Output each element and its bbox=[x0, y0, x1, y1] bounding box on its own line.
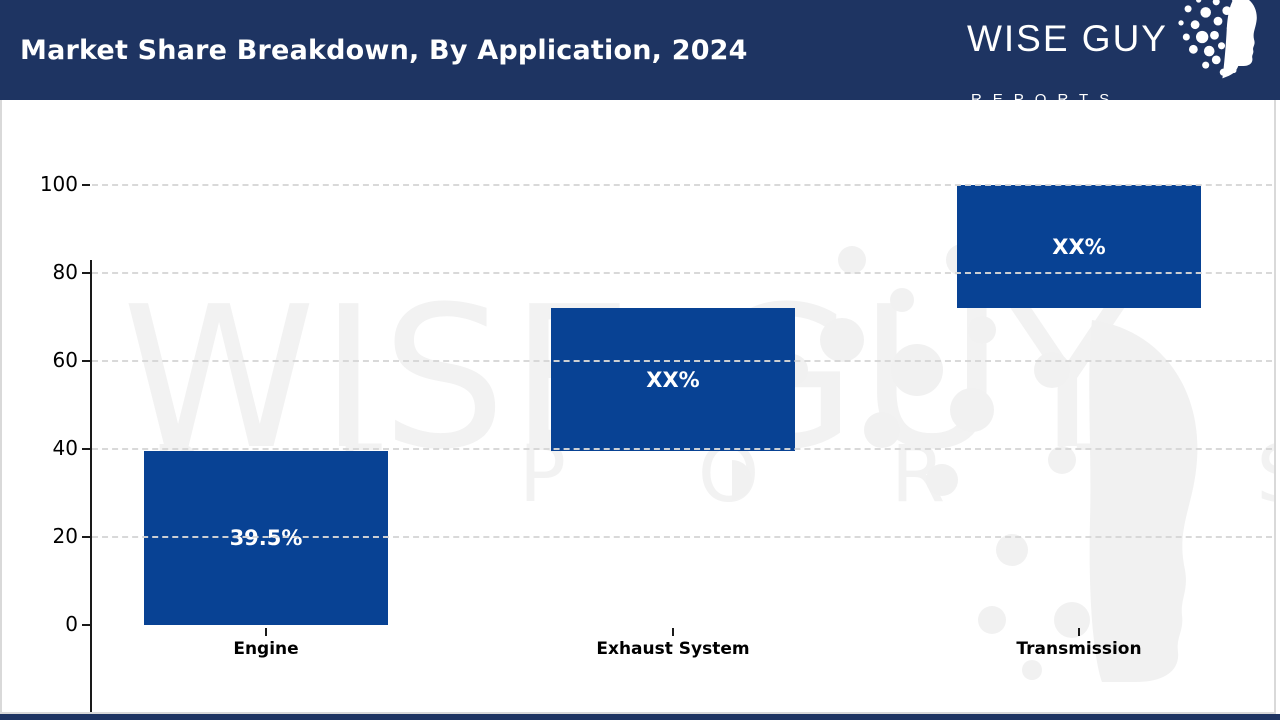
header-bar: Market Share Breakdown, By Application, … bbox=[0, 0, 1280, 108]
y-tick-mark bbox=[82, 184, 90, 186]
y-tick-mark bbox=[82, 624, 90, 626]
y-tick-label: 100 bbox=[39, 172, 78, 196]
bar-value-label: XX% bbox=[1052, 234, 1106, 259]
bar-value-label: 39.5% bbox=[229, 526, 303, 551]
page-title: Market Share Breakdown, By Application, … bbox=[20, 34, 748, 66]
gridline-y-60 bbox=[92, 360, 1272, 362]
gridline-y-40 bbox=[92, 448, 1272, 450]
wise-guy-reports-logo: WISE GUY REPORTS bbox=[967, 0, 1262, 108]
gridline-y-20 bbox=[92, 536, 1272, 538]
x-tick-mark bbox=[265, 628, 267, 636]
logo-subtext: REPORTS bbox=[970, 90, 1121, 108]
y-tick-mark bbox=[82, 360, 90, 362]
y-tick-label: 20 bbox=[52, 524, 78, 548]
logo-wordmark: WISE GUY bbox=[966, 18, 1168, 59]
chart-canvas: WISE GUY R E P O R T S 0 20 40 60 80 100 39.5%… bbox=[0, 100, 1276, 714]
x-category-label: Engine bbox=[233, 639, 299, 659]
x-category-label: Transmission bbox=[1016, 639, 1142, 659]
bar-transmission[interactable]: XX% bbox=[957, 185, 1201, 309]
y-tick-label: 80 bbox=[52, 260, 78, 284]
bar-exhaust-system[interactable]: XX% bbox=[551, 308, 795, 452]
y-tick-label: 0 bbox=[65, 612, 78, 636]
bar-value-label: XX% bbox=[646, 367, 700, 392]
bar-engine[interactable]: 39.5% bbox=[144, 451, 388, 625]
y-tick-mark bbox=[82, 272, 90, 274]
gridline-y-80 bbox=[92, 272, 1272, 274]
y-tick-mark bbox=[82, 448, 90, 450]
y-axis-line bbox=[90, 260, 92, 712]
y-tick-label: 40 bbox=[52, 436, 78, 460]
x-category-label: Exhaust System bbox=[596, 639, 750, 659]
x-tick-mark bbox=[1078, 628, 1080, 636]
gridline-y-100 bbox=[92, 184, 1272, 186]
x-tick-mark bbox=[672, 628, 674, 636]
face-profile-icon bbox=[1174, 0, 1262, 85]
y-tick-label: 60 bbox=[52, 348, 78, 372]
y-tick-mark bbox=[82, 536, 90, 538]
footer-accent-bar bbox=[0, 714, 1280, 720]
